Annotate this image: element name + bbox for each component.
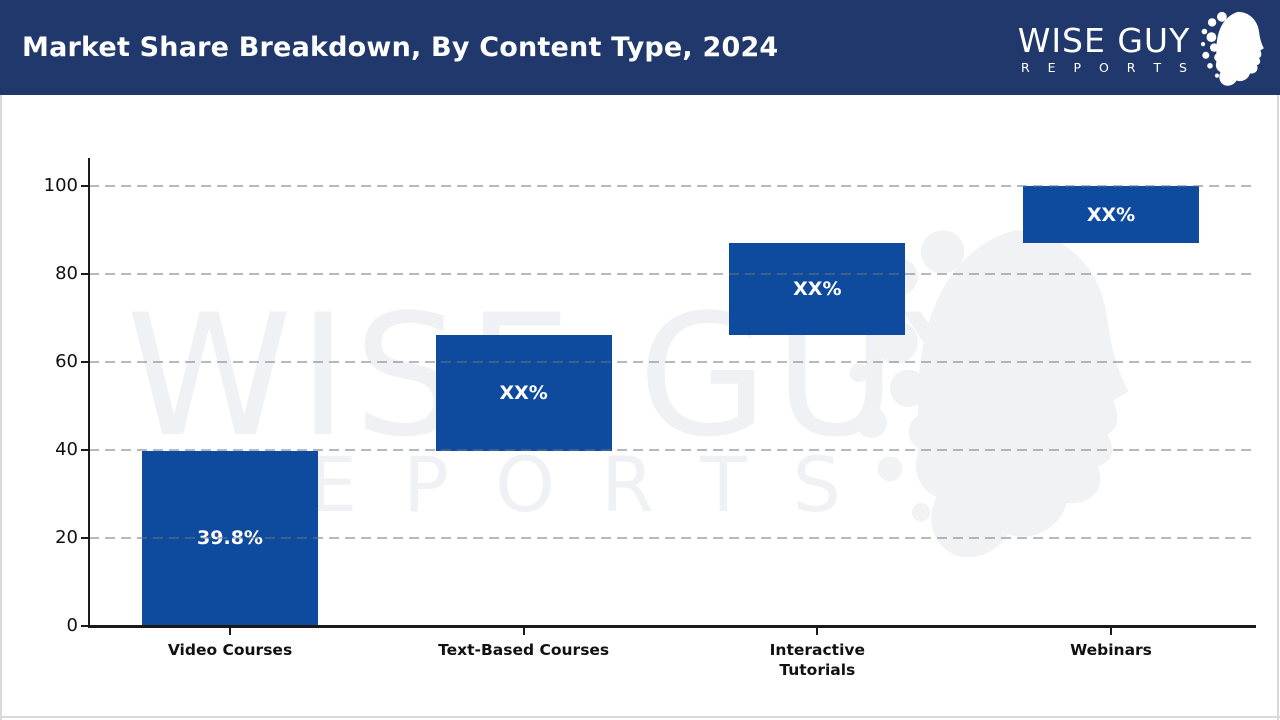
x-tick-label: Webinars — [1070, 641, 1152, 659]
y-tick-20 — [81, 537, 89, 539]
bar-webinars: XX% — [1023, 186, 1199, 244]
y-axis-line — [88, 158, 90, 627]
y-tick-40 — [81, 449, 89, 451]
x-tick — [522, 627, 525, 635]
y-tick-label: 100 — [43, 175, 78, 196]
y-tick-label: 20 — [55, 527, 78, 548]
x-tick-label: Interactive Tutorials — [769, 641, 865, 679]
x-tick — [816, 627, 819, 635]
x-tick — [1110, 627, 1112, 635]
wise-guy-logo: WISE GUY R E P O R T S — [1014, 6, 1266, 92]
y-tick-80 — [81, 273, 89, 275]
y-tick-label: 60 — [55, 351, 78, 372]
frame-bottom-edge — [0, 716, 1280, 718]
y-tick-label: 80 — [55, 263, 78, 284]
logo-wordmark: WISE GUY R E P O R T S — [1014, 21, 1194, 76]
gridline-y-80 — [89, 273, 1256, 275]
x-tick-label: Text-Based Courses — [438, 641, 610, 659]
frame-right-edge — [1277, 95, 1279, 720]
chart-title: Market Share Breakdown, By Content Type,… — [22, 32, 779, 63]
y-tick-0 — [81, 625, 89, 627]
header-band: Market Share Breakdown, By Content Type,… — [0, 0, 1280, 95]
bar-value-label: XX% — [793, 277, 842, 300]
x-tick-label: Video Courses — [167, 641, 293, 659]
x-tick — [229, 627, 231, 635]
gridline-y-60 — [89, 361, 1256, 363]
logo-wordmark-line2: R E P O R T S — [1020, 60, 1194, 75]
x-axis-line — [88, 625, 1256, 628]
y-tick-60 — [81, 361, 89, 363]
bar-text-based-courses: XX% — [435, 334, 612, 451]
bar-value-label: XX% — [1086, 203, 1136, 226]
y-tick-label: 40 — [55, 439, 78, 460]
bar-value-label: XX% — [499, 381, 548, 404]
logo-head-icon — [1200, 11, 1264, 86]
gridline-y-20 — [89, 537, 1256, 539]
bar-interactive-tutorials: XX% — [729, 243, 906, 335]
logo-wordmark-line1: WISE GUY — [1017, 21, 1191, 60]
y-tick-100 — [81, 185, 89, 187]
frame-left-edge — [0, 95, 2, 720]
gridline-y-100 — [89, 185, 1256, 187]
gridline-y-40 — [89, 449, 1256, 451]
y-tick-label: 0 — [66, 615, 78, 636]
